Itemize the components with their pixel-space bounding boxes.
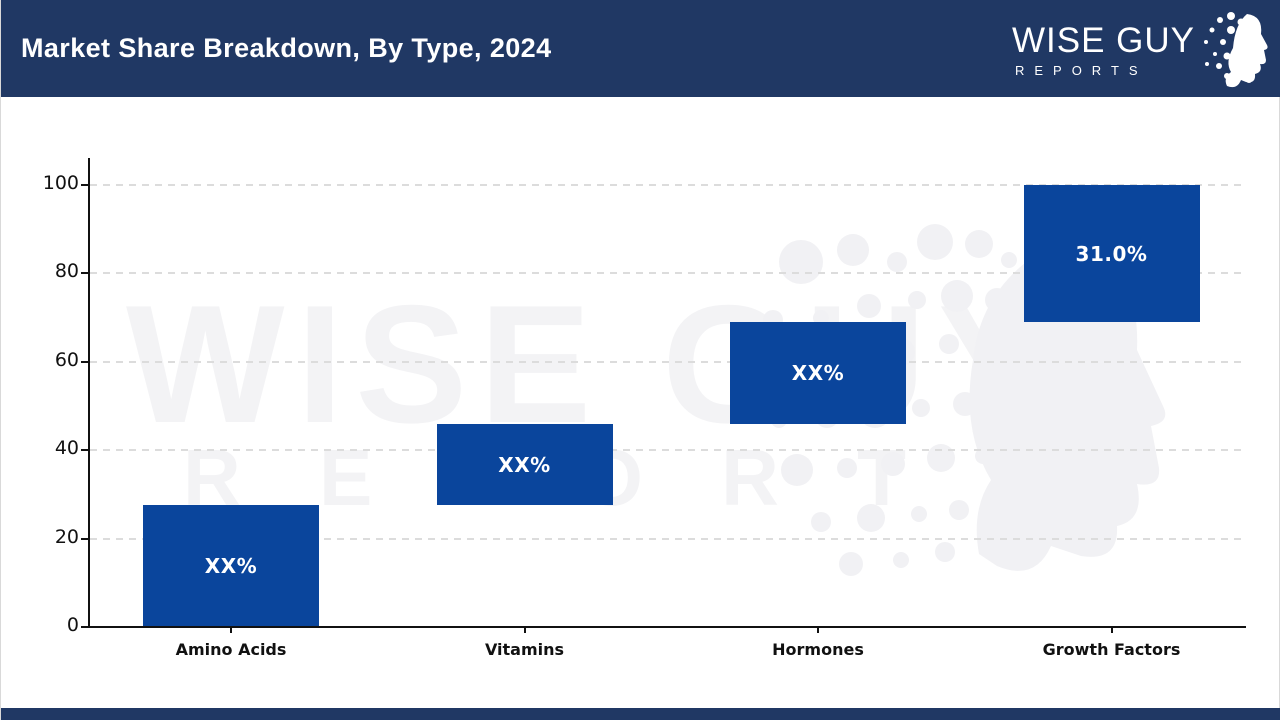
brand-wordmark: WISE GUY xyxy=(1011,21,1195,60)
x-tick-mark xyxy=(1110,628,1113,633)
y-tick-label: 60 xyxy=(54,348,79,371)
y-axis-line xyxy=(88,158,90,628)
y-tick-label: 40 xyxy=(54,437,79,460)
brand-text: WISE GUY REPORTS xyxy=(1011,21,1195,79)
x-tick-mark xyxy=(817,628,819,633)
bar: XX% xyxy=(143,505,319,627)
x-tick-mark xyxy=(523,628,526,633)
bar: XX% xyxy=(730,322,906,424)
bar-value-label: XX% xyxy=(791,360,845,385)
footer-bar xyxy=(1,708,1280,720)
y-gridline xyxy=(90,449,1246,452)
brand-logo: WISE GUY REPORTS xyxy=(1012,8,1271,92)
brand-subtitle: REPORTS xyxy=(1014,63,1148,78)
x-category-label: Growth Factors xyxy=(1042,640,1181,659)
x-category-label: Amino Acids xyxy=(175,640,287,659)
x-category-label: Vitamins xyxy=(484,640,565,659)
y-tick-mark xyxy=(81,184,89,186)
y-tick-label: 0 xyxy=(66,614,79,636)
y-tick-mark xyxy=(81,537,89,540)
y-tick-mark xyxy=(81,360,89,363)
y-gridline xyxy=(90,184,1246,186)
x-tick-mark xyxy=(230,628,232,633)
page-title: Market Share Breakdown, By Type, 2024 xyxy=(21,33,552,63)
y-tick-mark xyxy=(81,449,89,452)
y-tick-label: 80 xyxy=(54,260,79,283)
dotted-face-icon xyxy=(1204,12,1268,88)
y-tick-label: 20 xyxy=(54,525,79,548)
y-gridline xyxy=(90,537,1246,540)
y-tick-mark xyxy=(81,626,89,628)
y-gridline xyxy=(90,272,1246,275)
y-gridline xyxy=(90,360,1246,363)
y-tick-label: 100 xyxy=(42,172,79,194)
y-tick-mark xyxy=(81,272,89,275)
bar-value-label: 31.0% xyxy=(1075,241,1148,266)
bar: 31.0% xyxy=(1023,185,1200,323)
header-bar: Market Share Breakdown, By Type, 2024 WI… xyxy=(1,0,1280,97)
x-axis-line xyxy=(88,626,1246,628)
bar: XX% xyxy=(436,423,613,506)
bar-value-label: XX% xyxy=(204,554,258,579)
bar-value-label: XX% xyxy=(498,452,551,477)
x-category-label: Hormones xyxy=(772,640,864,659)
